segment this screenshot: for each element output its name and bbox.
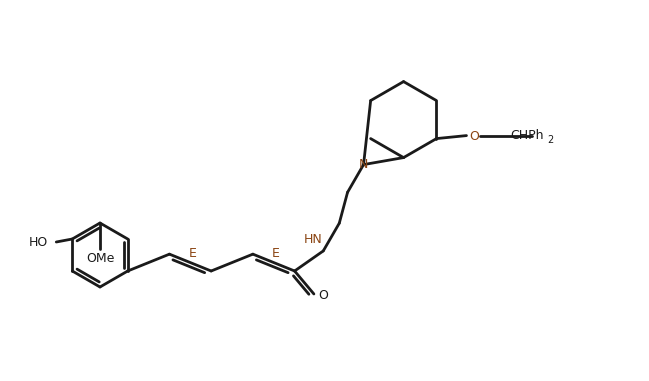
Text: O: O: [318, 290, 328, 303]
Text: E: E: [188, 247, 196, 260]
Text: CHPh: CHPh: [511, 129, 544, 142]
Text: N: N: [359, 158, 368, 171]
Text: O: O: [469, 130, 480, 143]
Text: HO: HO: [29, 235, 48, 248]
Text: E: E: [272, 247, 280, 260]
Text: 2: 2: [548, 134, 554, 145]
Text: OMe: OMe: [86, 251, 114, 264]
Text: HN: HN: [304, 234, 323, 247]
